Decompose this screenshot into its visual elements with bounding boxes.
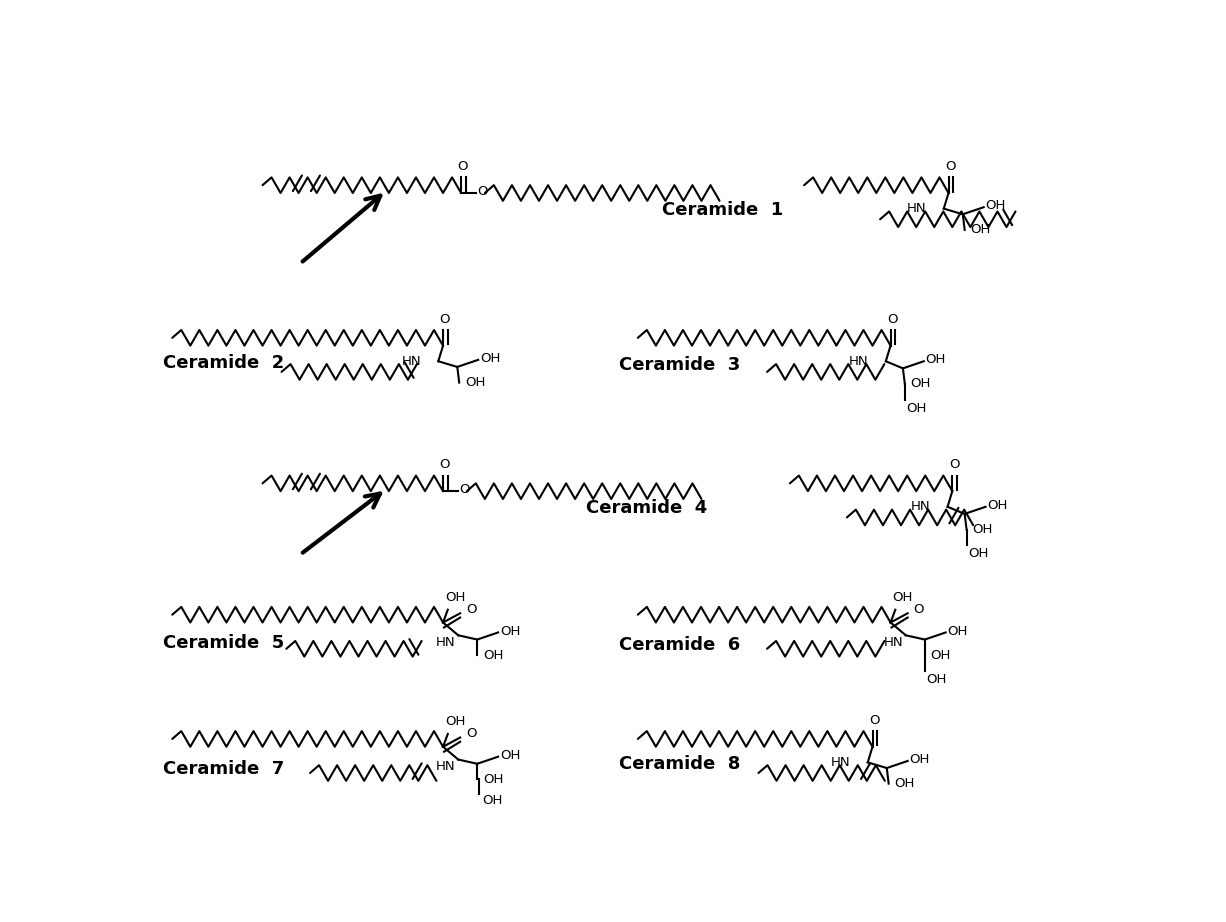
Text: OH: OH (500, 624, 520, 637)
Text: OH: OH (948, 624, 969, 637)
Text: OH: OH (986, 199, 1007, 212)
Text: O: O (888, 313, 897, 325)
Text: O: O (440, 313, 450, 325)
Text: OH: OH (969, 547, 989, 561)
Text: O: O (477, 185, 488, 198)
Text: OH: OH (482, 794, 503, 807)
Text: O: O (466, 603, 477, 616)
Text: OH: OH (893, 591, 913, 604)
Text: OH: OH (894, 777, 915, 790)
Text: Ceramide  6: Ceramide 6 (619, 635, 741, 654)
Text: O: O (869, 714, 880, 727)
Text: OH: OH (907, 402, 927, 415)
Text: OH: OH (483, 649, 504, 662)
Text: OH: OH (910, 753, 931, 766)
Text: OH: OH (927, 673, 946, 686)
Text: OH: OH (972, 523, 993, 536)
Text: Ceramide  5: Ceramide 5 (163, 634, 284, 652)
Text: HN: HN (402, 355, 422, 368)
Text: OH: OH (465, 376, 485, 389)
Text: OH: OH (481, 352, 500, 365)
Text: HN: HN (907, 202, 927, 215)
Text: HN: HN (435, 760, 455, 774)
Text: OH: OH (483, 773, 504, 786)
Text: OH: OH (987, 499, 1008, 512)
Text: Ceramide  7: Ceramide 7 (163, 760, 284, 778)
Text: OH: OH (926, 353, 946, 366)
Text: O: O (466, 727, 477, 740)
Text: O: O (440, 458, 450, 471)
Text: OH: OH (500, 749, 520, 762)
Text: Ceramide  4: Ceramide 4 (586, 499, 707, 517)
Text: HN: HN (435, 636, 455, 649)
Text: O: O (460, 483, 470, 496)
Text: Ceramide  2: Ceramide 2 (163, 354, 284, 372)
Text: O: O (457, 160, 468, 173)
Text: OH: OH (445, 591, 466, 604)
Text: Ceramide  3: Ceramide 3 (619, 356, 741, 373)
Text: Ceramide  1: Ceramide 1 (662, 201, 783, 219)
Text: O: O (949, 458, 960, 471)
Text: HN: HN (911, 501, 931, 514)
Text: OH: OH (911, 377, 931, 390)
Text: OH: OH (931, 649, 951, 662)
Text: HN: HN (850, 355, 869, 368)
Text: O: O (913, 603, 924, 616)
Text: HN: HN (883, 636, 902, 649)
Text: OH: OH (445, 715, 466, 728)
Text: O: O (945, 160, 956, 173)
Text: OH: OH (970, 223, 991, 236)
Text: HN: HN (831, 756, 851, 769)
Text: Ceramide  8: Ceramide 8 (619, 755, 741, 773)
